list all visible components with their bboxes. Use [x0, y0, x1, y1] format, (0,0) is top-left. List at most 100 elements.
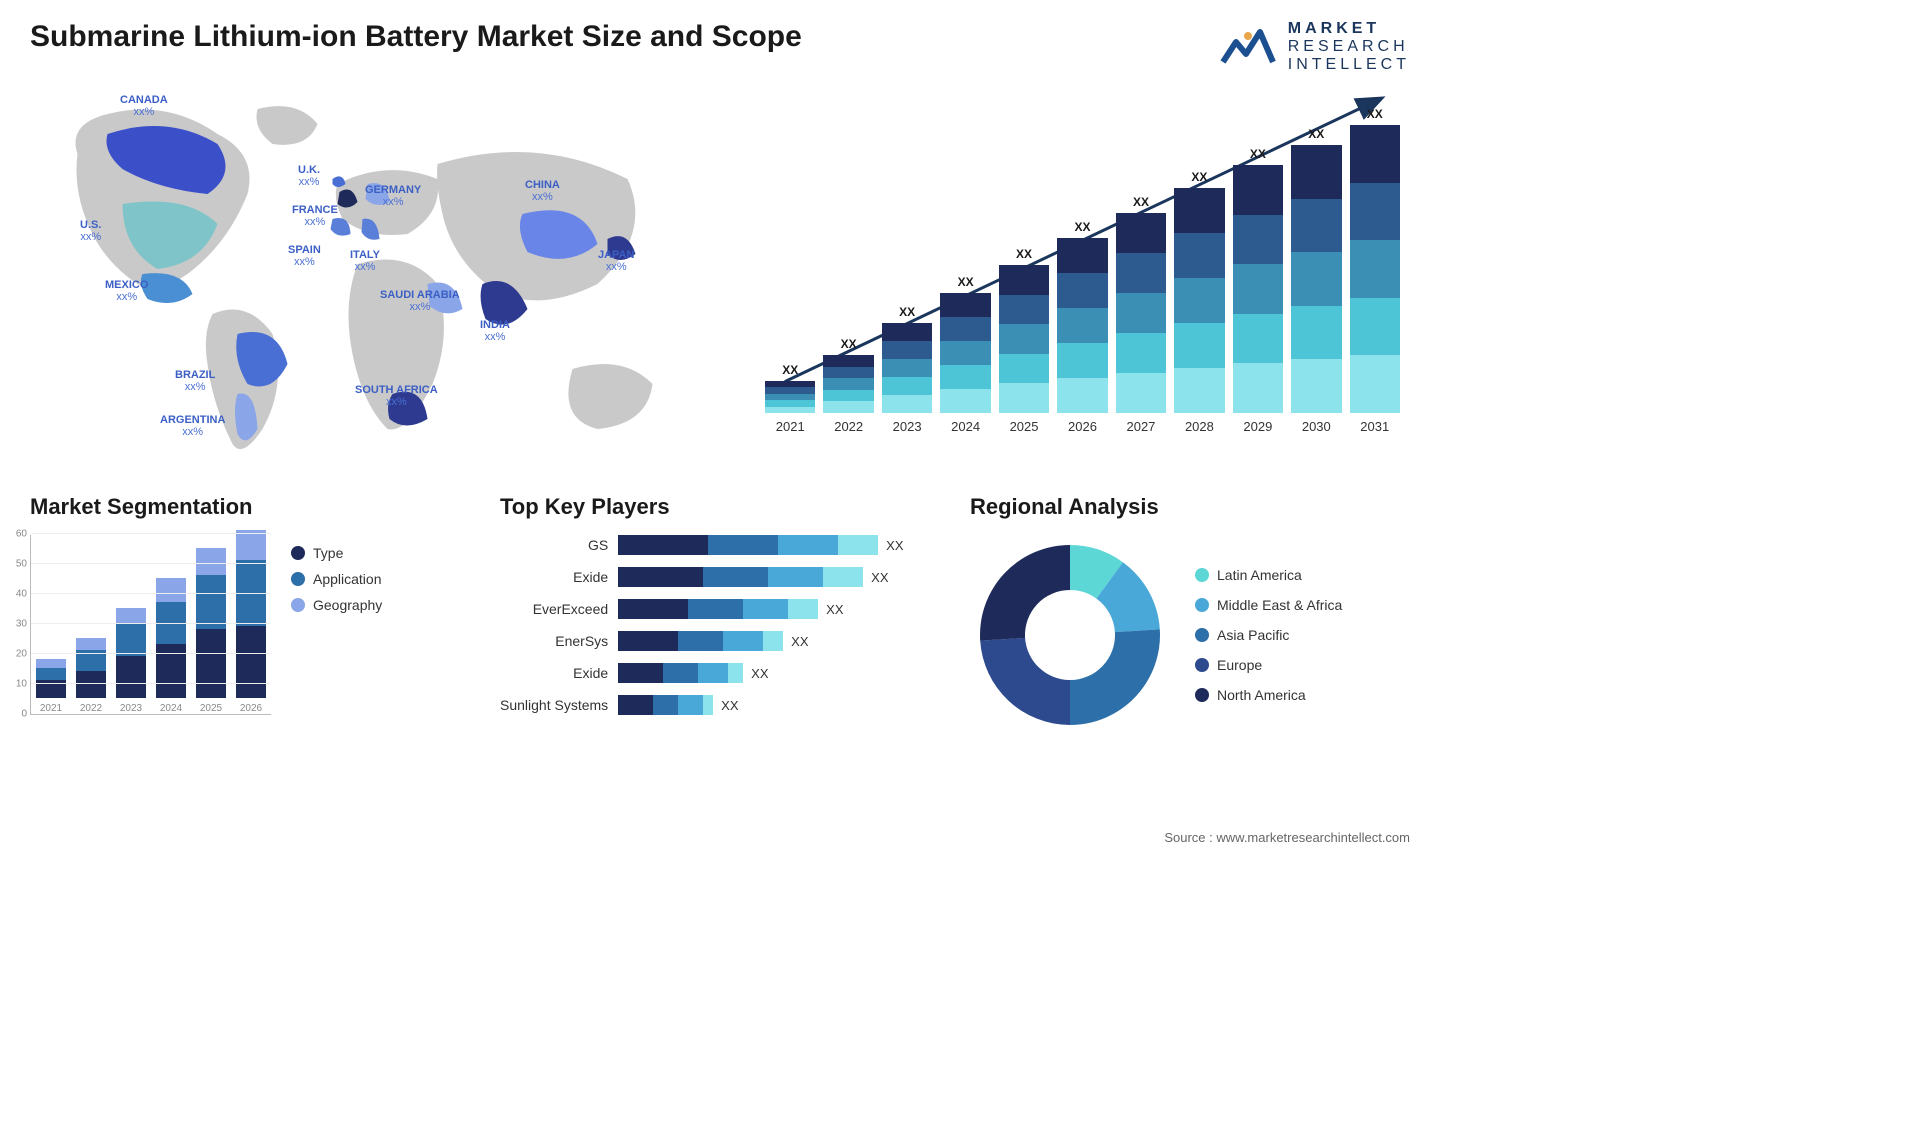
seg-segment	[196, 548, 226, 575]
growth-seg	[882, 395, 932, 413]
growth-col-2021: XX2021	[765, 363, 815, 434]
map-label-germany: GERMANYxx%	[365, 184, 421, 208]
growth-seg	[1057, 273, 1107, 308]
growth-value-label: XX	[1308, 127, 1324, 141]
growth-seg	[1174, 278, 1224, 323]
legend-swatch	[1195, 628, 1209, 642]
seg-segment	[156, 578, 186, 602]
seg-segment	[196, 575, 226, 629]
seg-year-label: 2024	[160, 703, 182, 714]
regional-legend-item: North America	[1195, 687, 1342, 703]
growth-seg	[1233, 363, 1283, 413]
world-map-panel: CANADAxx%U.S.xx%MEXICOxx%BRAZILxx%ARGENT…	[30, 84, 705, 464]
map-label-saudi-arabia: SAUDI ARABIAxx%	[380, 289, 460, 313]
growth-value-label: XX	[1191, 170, 1207, 184]
growth-seg	[1116, 293, 1166, 333]
page-title: Submarine Lithium-ion Battery Market Siz…	[30, 20, 802, 54]
map-label-pct: xx%	[175, 381, 215, 393]
player-seg	[663, 663, 698, 683]
growth-seg	[823, 367, 873, 379]
map-label-pct: xx%	[120, 106, 168, 118]
seg-year-label: 2021	[40, 703, 62, 714]
player-bar	[618, 535, 878, 555]
regional-legend: Latin AmericaMiddle East & AfricaAsia Pa…	[1195, 567, 1342, 703]
map-label-name: SOUTH AFRICA	[355, 384, 438, 396]
seg-gridline	[31, 533, 271, 534]
growth-col-2030: XX 2030	[1291, 127, 1341, 434]
segmentation-legend: TypeApplicationGeography	[291, 545, 382, 715]
growth-year-label: 2021	[776, 419, 805, 434]
seg-segment	[76, 671, 106, 698]
legend-swatch	[1195, 658, 1209, 672]
growth-year-label: 2027	[1126, 419, 1155, 434]
growth-seg	[882, 359, 932, 377]
growth-seg	[1350, 125, 1400, 183]
player-seg	[678, 631, 723, 651]
player-seg	[618, 567, 703, 587]
legend-swatch	[1195, 568, 1209, 582]
player-name: EverExceed	[500, 599, 608, 619]
player-seg	[708, 535, 778, 555]
player-seg	[763, 631, 783, 651]
seg-ytick: 20	[16, 649, 31, 660]
growth-chart: XX2021XX2022XX2023XX2024XX2025XX2026XX20…	[735, 84, 1410, 464]
map-label-pct: xx%	[160, 426, 225, 438]
player-seg	[618, 695, 653, 715]
source-text: Source : www.marketresearchintellect.com	[1164, 830, 1410, 845]
growth-col-2025: XX2025	[999, 247, 1049, 434]
map-label-pct: xx%	[292, 216, 338, 228]
donut-slice	[980, 638, 1070, 725]
legend-swatch	[291, 546, 305, 560]
segmentation-chart: 0102030405060202120222023202420252026 Ty…	[30, 535, 470, 715]
growth-seg	[1350, 183, 1400, 241]
growth-seg	[823, 378, 873, 390]
growth-value-label: XX	[958, 275, 974, 289]
growth-seg	[940, 341, 990, 365]
growth-year-label: 2031	[1360, 419, 1389, 434]
growth-seg	[999, 295, 1049, 325]
player-row: XX	[618, 567, 940, 587]
growth-value-label: XX	[1367, 107, 1383, 121]
growth-year-label: 2030	[1302, 419, 1331, 434]
seg-segment	[36, 659, 66, 668]
player-row: XX	[618, 631, 940, 651]
player-seg	[768, 567, 823, 587]
legend-label: Type	[313, 545, 343, 561]
players-title: Top Key Players	[500, 494, 940, 520]
growth-col-2022: XX2022	[823, 337, 873, 434]
growth-seg	[999, 265, 1049, 295]
growth-year-label: 2026	[1068, 419, 1097, 434]
map-label-pct: xx%	[480, 331, 510, 343]
growth-seg	[1174, 323, 1224, 368]
map-label-pct: xx%	[350, 261, 380, 273]
growth-seg	[1174, 233, 1224, 278]
seg-year-label: 2026	[240, 703, 262, 714]
growth-col-2029: XX2029	[1233, 147, 1283, 434]
player-seg	[838, 535, 878, 555]
growth-seg	[1233, 264, 1283, 314]
top-row: CANADAxx%U.S.xx%MEXICOxx%BRAZILxx%ARGENT…	[30, 84, 1410, 464]
player-seg	[788, 599, 818, 619]
growth-seg	[1116, 333, 1166, 373]
world-map: CANADAxx%U.S.xx%MEXICOxx%BRAZILxx%ARGENT…	[30, 84, 705, 464]
map-label-name: SPAIN	[288, 244, 321, 256]
donut-slice	[1070, 629, 1160, 725]
growth-col-2028: XX2028	[1174, 170, 1224, 434]
growth-value-label: XX	[1074, 220, 1090, 234]
map-label-name: BRAZIL	[175, 369, 215, 381]
logo-line1: MARKET	[1288, 20, 1410, 38]
player-name: GS	[500, 535, 608, 555]
growth-seg	[1116, 373, 1166, 413]
growth-year-label: 2029	[1243, 419, 1272, 434]
map-label-pct: xx%	[298, 176, 320, 188]
player-value: XX	[886, 538, 903, 553]
map-label-pct: xx%	[380, 301, 460, 313]
map-label-name: U.S.	[80, 219, 101, 231]
map-label-u-s-: U.S.xx%	[80, 219, 101, 243]
growth-value-label: XX	[1133, 195, 1149, 209]
growth-col-2031: XX 2031	[1350, 107, 1400, 434]
player-seg	[723, 631, 763, 651]
player-row: XX	[618, 663, 940, 683]
seg-ytick: 30	[16, 619, 31, 630]
legend-label: North America	[1217, 687, 1306, 703]
